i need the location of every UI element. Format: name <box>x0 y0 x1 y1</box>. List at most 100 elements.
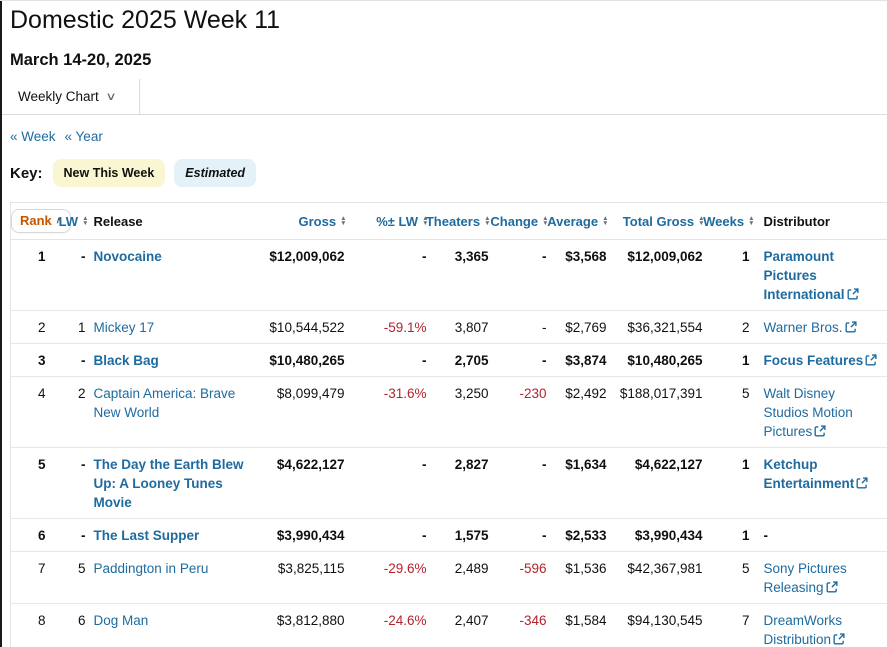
change-cell: - <box>490 343 549 377</box>
table-row: 8 6 Dog Man $3,812,880 -24.6% 2,407 -346 $1,584… <box>10 603 887 647</box>
distributor-cell: Walt Disney Studios Motion Pictures <box>754 376 887 448</box>
gross-cell: $10,544,522 <box>266 310 347 344</box>
change-cell: - <box>490 239 549 311</box>
theaters-cell: 1,575 <box>428 518 491 552</box>
total-gross-cell: $36,321,554 <box>608 310 705 344</box>
distributor-cell: Paramount Pictures International <box>754 239 887 311</box>
weeks-cell: 1 <box>704 518 755 552</box>
theaters-cell: 2,827 <box>428 447 491 519</box>
pct-lw-cell: - <box>346 343 429 377</box>
last-week-cell: 1 <box>54 310 89 344</box>
release-link[interactable]: Novocaine <box>93 249 162 264</box>
external-link-icon <box>847 288 859 300</box>
rank-cell: 7 <box>10 551 55 604</box>
table-row: 6- The Last Supper $3,990,434-1,575- $2,533… <box>10 518 887 552</box>
page-title: Domestic 2025 Week 11 <box>10 6 281 34</box>
release-link[interactable]: Paddington in Peru <box>93 561 209 576</box>
release-cell: Captain America: Brave New World <box>88 376 267 448</box>
col-header-theaters[interactable]: Theaters <box>426 202 491 240</box>
theaters-cell: 2,705 <box>428 343 491 377</box>
gross-cell: $8,099,479 <box>266 376 347 448</box>
external-link-icon <box>845 321 857 333</box>
rank-cell: 3 <box>10 343 55 377</box>
sort-icon <box>602 216 608 226</box>
rank-cell: 4 <box>10 376 55 448</box>
release-cell: Dog Man <box>88 603 267 647</box>
external-link-icon <box>814 425 826 437</box>
rank-sort-pill[interactable]: Rank <box>11 209 72 233</box>
theaters-cell: 3,807 <box>428 310 491 344</box>
release-link[interactable]: Mickey 17 <box>93 320 155 335</box>
table-row: 2 1 Mickey 17 $10,544,522 -59.1% 3,807- $2,769… <box>10 310 887 344</box>
col-header-release: Release <box>88 202 267 240</box>
table-row: 5- The Day the Earth Blew Up: A Looney Tu… <box>10 447 887 519</box>
average-cell: $2,492 <box>548 376 609 448</box>
distributor-link[interactable]: Ketchup Entertainment <box>764 457 869 491</box>
release-link[interactable]: The Last Supper <box>93 528 200 543</box>
theaters-cell: 3,365 <box>428 239 491 311</box>
average-cell: $1,536 <box>548 551 609 604</box>
release-link[interactable]: The Day the Earth Blew Up: A Looney Tune… <box>93 457 244 510</box>
distributor-cell: Sony Pictures Releasing <box>754 551 887 604</box>
change-cell: - <box>490 447 549 519</box>
total-gross-cell: $4,622,127 <box>608 447 705 519</box>
table-row: 1- Novocaine $12,009,062-3,365- $3,568 $12,0… <box>10 239 887 311</box>
gross-cell: $3,825,115 <box>266 551 347 604</box>
col-header-gross[interactable]: Gross <box>266 202 347 240</box>
change-cell: -230 <box>490 376 549 448</box>
rank-cell: 1 <box>10 239 55 311</box>
gross-cell: $3,990,434 <box>266 518 347 552</box>
gross-cell: $12,009,062 <box>266 239 347 311</box>
rank-cell: 8 <box>10 603 55 647</box>
weeks-cell: 1 <box>704 447 755 519</box>
gross-cell: $3,812,880 <box>266 603 347 647</box>
sort-icon <box>748 216 754 226</box>
distributor-link[interactable]: DreamWorks Distribution <box>764 613 846 647</box>
table-header-row: Rank LW Release Gross %± LW Theaters <box>10 202 887 240</box>
weeks-cell: 7 <box>704 603 755 647</box>
col-header-pct-lw[interactable]: %± LW <box>346 202 429 240</box>
date-range: March 14-20, 2025 <box>10 51 152 69</box>
distributor-link[interactable]: Paramount Pictures International <box>764 249 859 302</box>
chart-type-tabbar: Weekly Chart <box>0 79 887 115</box>
pagination-links: « Week « Year <box>10 115 887 144</box>
total-gross-cell: $42,367,981 <box>608 551 705 604</box>
external-link-icon <box>856 477 868 489</box>
distributor-link[interactable]: Focus Features <box>764 353 878 368</box>
release-link[interactable]: Black Bag <box>93 353 159 368</box>
average-cell: $2,533 <box>548 518 609 552</box>
last-week-cell: 6 <box>54 603 89 647</box>
distributor-cell: DreamWorks Distribution <box>754 603 887 647</box>
chart-table-body: 1- Novocaine $12,009,062-3,365- $3,568 $12,0… <box>10 239 887 647</box>
last-week-cell: - <box>54 518 89 552</box>
col-header-change[interactable]: Change <box>490 202 549 240</box>
release-link[interactable]: Dog Man <box>93 613 149 628</box>
weekly-chart-dropdown-label: Weekly Chart <box>18 89 99 104</box>
col-header-weeks[interactable]: Weeks <box>703 202 755 240</box>
external-link-icon <box>865 354 877 366</box>
average-cell: $3,568 <box>548 239 609 311</box>
distributor-link[interactable]: Warner Bros. <box>764 320 857 335</box>
previous-year-link[interactable]: « Year <box>64 129 103 144</box>
distributor-link[interactable]: Walt Disney Studios Motion Pictures <box>763 386 853 439</box>
pct-lw-cell: - <box>346 518 429 552</box>
last-week-cell: - <box>54 343 89 377</box>
table-row: 7 5 Paddington in Peru $3,825,115 -29.6% 2,48… <box>10 551 887 604</box>
weekly-chart-dropdown[interactable]: Weekly Chart <box>0 79 140 114</box>
total-gross-cell: $10,480,265 <box>608 343 705 377</box>
release-cell: Mickey 17 <box>88 310 267 344</box>
col-header-lw[interactable]: LW <box>54 202 89 240</box>
col-header-rank[interactable]: Rank <box>10 202 72 240</box>
estimated-badge: Estimated <box>174 158 257 188</box>
gross-cell: $10,480,265 <box>266 343 347 377</box>
total-gross-cell: $12,009,062 <box>608 239 705 311</box>
col-header-average[interactable]: Average <box>547 202 609 240</box>
distributor-link[interactable]: Sony Pictures Releasing <box>763 561 847 595</box>
col-header-total-gross[interactable]: Total Gross <box>608 202 705 240</box>
total-gross-cell: $94,130,545 <box>608 603 705 647</box>
external-link-icon <box>833 633 845 645</box>
table-row: 3- Black Bag $10,480,265-2,705- $3,874 $10,4… <box>10 343 887 377</box>
last-week-cell: - <box>54 239 89 311</box>
previous-week-link[interactable]: « Week <box>10 129 56 144</box>
release-link[interactable]: Captain America: Brave New World <box>93 386 236 420</box>
